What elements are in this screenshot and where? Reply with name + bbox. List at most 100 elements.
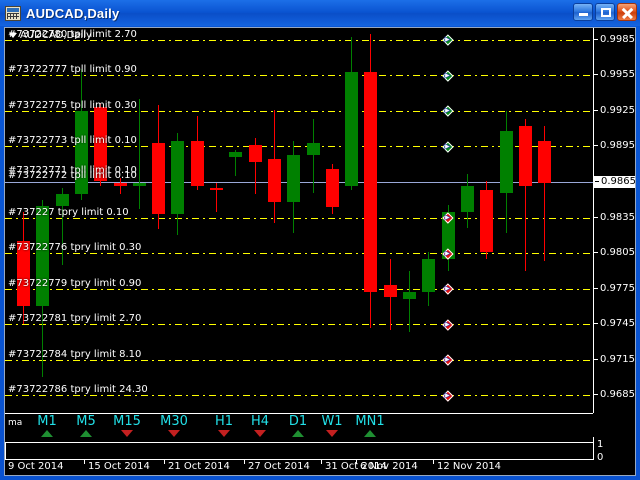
timeframe-item-w1[interactable]: W1: [314, 415, 350, 437]
trend-up-icon: [41, 430, 53, 437]
timeframe-label: M5: [76, 414, 96, 429]
price-axis-tick: 0.9925: [594, 105, 635, 117]
chart-app-icon: [5, 5, 21, 21]
chart-symbol-text: AUDCAD,Daily: [20, 30, 92, 41]
order-label[interactable]: #73722777 tpll limit 0.90: [8, 64, 137, 75]
order-label[interactable]: #73722779 tpry limit 0.90: [8, 278, 142, 289]
candle-body: [171, 140, 185, 214]
timeframe-label: M15: [113, 414, 141, 429]
candle-body: [345, 71, 359, 186]
order-label[interactable]: #73722780 tpll limit 2.70: [8, 29, 137, 40]
order-label[interactable]: #73722776 tpry limit 0.30: [8, 242, 142, 253]
buy-order-marker-icon[interactable]: [441, 104, 454, 117]
sell-order-marker-icon[interactable]: [441, 318, 454, 331]
grid-line: [5, 253, 593, 254]
order-label[interactable]: #73722781 tpry limit 2.70: [8, 313, 142, 324]
sell-order-marker-icon[interactable]: [441, 211, 454, 224]
candlestick: [287, 28, 301, 413]
timeframe-label: W1: [321, 414, 343, 429]
candlestick: [94, 28, 108, 413]
date-axis-separator: [433, 460, 434, 464]
timeframe-item-mn1[interactable]: MN1: [352, 415, 388, 437]
timeframe-item-h4[interactable]: H4: [242, 415, 278, 437]
chart-plot-area[interactable]: #73722780 tpll limit 2.70 #73722777 tpll …: [5, 28, 593, 413]
grid-line: [5, 40, 593, 41]
candle-body: [113, 183, 127, 186]
maximize-button[interactable]: [595, 3, 615, 21]
price-axis[interactable]: 0.9985 0.9955 0.9925 0.9895 0.9865 0.9835 0.98…: [593, 28, 635, 413]
window-client-area: #73722780 tpll limit 2.70 #73722777 tpll …: [4, 27, 636, 476]
candle-wick: [312, 119, 314, 193]
trend-down-icon: [121, 430, 133, 437]
date-axis-separator: [164, 460, 165, 464]
candle-body: [422, 259, 436, 293]
sell-order-marker-icon[interactable]: [441, 389, 454, 402]
window-titlebar[interactable]: AUDCAD,Daily: [0, 0, 640, 26]
timeframe-item-d1[interactable]: D1: [280, 415, 316, 437]
window-title: AUDCAD,Daily: [26, 5, 120, 21]
price-axis-current-label: 0.9865: [594, 176, 635, 188]
trend-up-icon: [364, 430, 376, 437]
candle-wick: [544, 126, 546, 262]
timeframe-item-m15[interactable]: M15: [109, 415, 145, 437]
candlestick: [55, 28, 69, 413]
timeframe-label: H1: [214, 414, 234, 429]
sub-indicator-scale: 1 0: [593, 437, 635, 465]
sell-order-marker-icon[interactable]: [441, 282, 454, 295]
candle-wick: [409, 270, 410, 333]
candle-body: [267, 159, 281, 203]
sub-indicator-panel: [5, 442, 593, 460]
candle-body: [132, 183, 146, 186]
order-label[interactable]: #73722771 tpll limit 0.10: [8, 165, 137, 176]
order-label[interactable]: #737227 tpry limit 0.10: [8, 207, 129, 218]
order-label[interactable]: #73722775 tpll limit 0.30: [8, 100, 137, 111]
date-axis[interactable]: 9 Oct 2014 15 Oct 2014 21 Oct 2014 27 Oct 2…: [5, 460, 635, 475]
price-axis-tick: 0.9745: [594, 318, 635, 330]
date-axis-tick: 31 Oct 2014: [325, 461, 387, 472]
date-axis-tick: 27 Oct 2014: [248, 461, 310, 472]
grid-line: [5, 218, 593, 219]
candlestick: [132, 28, 146, 413]
price-axis-tick: 0.9775: [594, 283, 635, 295]
buy-order-marker-icon[interactable]: [441, 140, 454, 153]
candle-body: [460, 185, 474, 212]
order-label[interactable]: #73722773 tpll limit 0.10: [8, 135, 137, 146]
candlestick: [229, 28, 243, 413]
candle-body: [383, 285, 397, 297]
trend-down-icon: [168, 430, 180, 437]
candle-body: [538, 140, 552, 184]
trend-down-icon: [254, 430, 266, 437]
candle-body: [441, 211, 455, 259]
timeframe-item-m5[interactable]: M5: [68, 415, 104, 437]
grid-line: [5, 324, 593, 325]
candlestick: [441, 28, 455, 413]
timeframe-item-m30[interactable]: M30: [156, 415, 192, 437]
collapse-triangle-icon[interactable]: [9, 32, 17, 38]
close-button[interactable]: [617, 3, 637, 21]
order-label[interactable]: #73722786 tpry limit 24.30: [8, 384, 148, 395]
candlestick: [518, 28, 532, 413]
timeframe-item-m1[interactable]: M1: [29, 415, 65, 437]
candlestick: [538, 28, 552, 413]
candlestick: [403, 28, 416, 413]
sell-order-marker-icon[interactable]: [441, 247, 454, 260]
candlestick: [422, 28, 436, 413]
buy-order-marker-icon[interactable]: [441, 33, 454, 46]
order-label[interactable]: #73722784 tpry limit 8.10: [8, 349, 142, 360]
date-axis-tick: 12 Nov 2014: [437, 461, 502, 472]
timeframe-label: H4: [250, 414, 270, 429]
date-axis-tick: 15 Oct 2014: [88, 461, 150, 472]
chart-pane[interactable]: #73722780 tpll limit 2.70 #73722777 tpll …: [5, 28, 635, 475]
order-label[interactable]: #73722772 tpll limit 0.10: [8, 170, 137, 181]
candle-body: [74, 110, 88, 194]
candle-wick: [216, 183, 217, 212]
candle-wick: [254, 138, 256, 194]
buy-order-marker-icon[interactable]: [441, 69, 454, 82]
date-axis-tick: 6 Nov 2014: [360, 461, 418, 472]
candlestick: [460, 28, 474, 413]
minimize-button[interactable]: [573, 3, 593, 21]
timeframe-item-h1[interactable]: H1: [206, 415, 242, 437]
candlestick: [113, 28, 127, 413]
sell-order-marker-icon[interactable]: [441, 353, 454, 366]
